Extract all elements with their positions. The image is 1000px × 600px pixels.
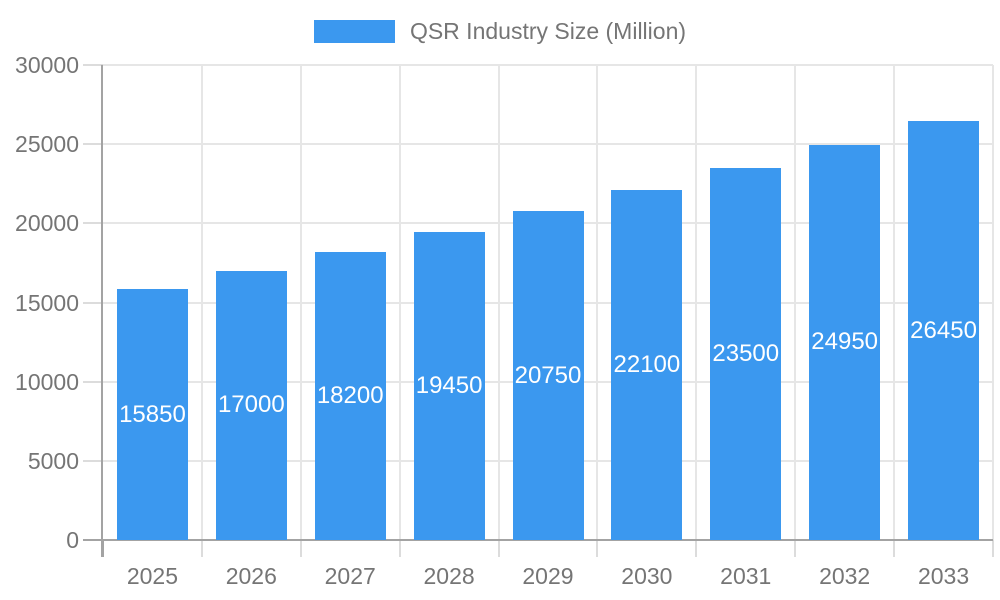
y-axis-tick [83, 301, 103, 304]
gridline-vertical [893, 65, 896, 540]
bar-2030 [611, 190, 683, 540]
gridline-vertical [596, 65, 599, 540]
gridline-vertical [497, 65, 500, 540]
bar-2026 [215, 270, 287, 540]
bar-value-label: 20750 [514, 361, 582, 389]
gridline-vertical [695, 65, 698, 540]
bar-2028 [413, 232, 485, 540]
legend-series-label: QSR Industry Size (Million) [409, 18, 687, 44]
bar-value-label: 19450 [415, 372, 483, 400]
x-axis-tick [398, 540, 401, 557]
x-axis-tick [596, 540, 599, 557]
x-axis-label: 2030 [621, 563, 673, 589]
bar-2025 [116, 289, 188, 540]
x-axis-label: 2025 [126, 563, 179, 589]
x-axis-label: 2033 [917, 563, 970, 589]
x-axis-tick [497, 540, 500, 557]
x-axis-baseline [83, 539, 993, 541]
x-axis-tick [299, 540, 302, 557]
bar-2031 [710, 167, 782, 540]
gridline-vertical [794, 65, 797, 540]
bar-value-label: 15850 [119, 400, 186, 428]
y-axis-label: 5000 [27, 447, 79, 474]
bar-value-label: 18200 [316, 381, 384, 409]
bar-value-label: 22100 [613, 351, 681, 379]
x-axis-tick [695, 540, 698, 557]
y-axis-label: 10000 [15, 368, 79, 395]
gridline-vertical [992, 65, 994, 540]
bar-value-label: 23500 [712, 339, 780, 367]
bar-value-label: 24950 [811, 328, 879, 356]
bar-2027 [314, 251, 386, 540]
bar-2029 [512, 211, 584, 540]
bar-2032 [809, 144, 881, 540]
gridline-horizontal [103, 64, 993, 66]
x-axis-label: 2027 [324, 563, 376, 589]
gridline-horizontal [103, 143, 993, 146]
x-axis-tick [200, 540, 203, 557]
x-axis-tick [102, 540, 104, 557]
y-axis-label: 20000 [15, 210, 79, 237]
x-axis-label: 2026 [225, 563, 277, 589]
gridline-vertical [200, 65, 203, 540]
y-axis-tick [83, 459, 103, 462]
x-axis-label: 2032 [819, 563, 871, 589]
y-axis-tick [83, 380, 103, 383]
x-axis-tick [794, 540, 797, 557]
bar-value-label: 26450 [910, 316, 977, 344]
bar-2033 [908, 121, 980, 540]
chart-legend[interactable]: QSR Industry Size (Million) [0, 19, 1000, 43]
x-axis-tick [992, 540, 994, 557]
x-axis-tick [893, 540, 896, 557]
y-axis-label: 25000 [15, 131, 79, 158]
gridline-vertical [299, 65, 302, 540]
y-axis-line [101, 65, 103, 557]
x-axis-label: 2031 [720, 563, 772, 589]
y-axis-label: 15000 [15, 289, 79, 316]
gridline-vertical [398, 65, 401, 540]
bar-value-label: 17000 [217, 391, 285, 419]
y-axis-tick [83, 143, 103, 146]
y-axis-tick [83, 64, 103, 66]
y-axis-label: 30000 [15, 52, 79, 78]
x-axis-label: 2028 [423, 563, 475, 589]
legend-swatch-icon [313, 19, 395, 43]
y-axis-label: 0 [66, 527, 79, 553]
x-axis-label: 2029 [522, 563, 574, 589]
y-axis-tick [83, 222, 103, 225]
